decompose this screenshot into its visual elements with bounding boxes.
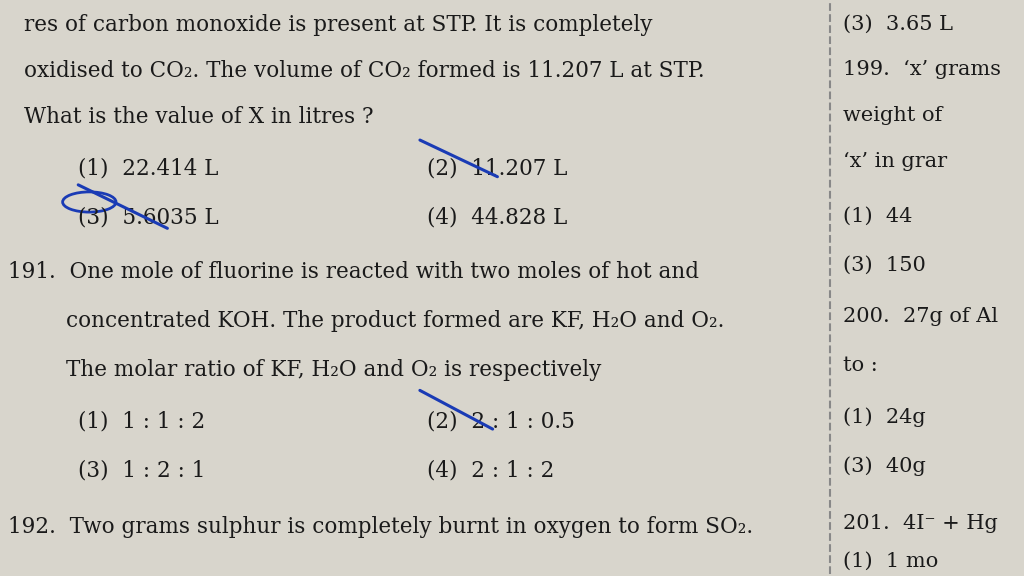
Text: 201.  4I⁻ + Hg: 201. 4I⁻ + Hg <box>843 514 997 533</box>
Text: (2)  2 : 1 : 0.5: (2) 2 : 1 : 0.5 <box>427 410 575 433</box>
Text: oxidised to CO₂. The volume of CO₂ formed is 11.207 L at STP.: oxidised to CO₂. The volume of CO₂ forme… <box>25 60 705 82</box>
Text: (1)  1 : 1 : 2: (1) 1 : 1 : 2 <box>78 410 205 433</box>
Text: concentrated KOH. The product formed are KF, H₂O and O₂.: concentrated KOH. The product formed are… <box>66 310 724 332</box>
Text: (1)  1 mo: (1) 1 mo <box>843 552 938 571</box>
Text: (1)  22.414 L: (1) 22.414 L <box>78 158 218 180</box>
Text: weight of: weight of <box>843 106 942 125</box>
Text: ‘x’ in grar: ‘x’ in grar <box>843 152 947 171</box>
Text: (4)  2 : 1 : 2: (4) 2 : 1 : 2 <box>427 459 555 481</box>
Text: (4)  44.828 L: (4) 44.828 L <box>427 207 567 229</box>
Text: 191.  One mole of fluorine is reacted with two moles of hot and: 191. One mole of fluorine is reacted wit… <box>8 261 698 283</box>
Text: (3)  5.6035 L: (3) 5.6035 L <box>78 207 218 229</box>
Text: to :: to : <box>843 356 878 375</box>
Text: What is the value of X in litres ?: What is the value of X in litres ? <box>25 106 374 128</box>
Text: 199.  ‘x’ grams: 199. ‘x’ grams <box>843 60 1000 79</box>
Text: The molar ratio of KF, H₂O and O₂ is respectively: The molar ratio of KF, H₂O and O₂ is res… <box>66 359 601 381</box>
Text: res of carbon monoxide is present at STP. It is completely: res of carbon monoxide is present at STP… <box>25 14 652 36</box>
Text: 200.  27g of Al: 200. 27g of Al <box>843 307 997 326</box>
Text: (3)  150: (3) 150 <box>843 255 926 274</box>
Text: (3)  40g: (3) 40g <box>843 456 926 476</box>
Text: (2)  11.207 L: (2) 11.207 L <box>427 158 567 180</box>
Text: (1)  24g: (1) 24g <box>843 407 926 427</box>
Text: (1)  44: (1) 44 <box>843 207 912 226</box>
Text: (3)  1 : 2 : 1: (3) 1 : 2 : 1 <box>78 459 205 481</box>
Text: (3)  3.65 L: (3) 3.65 L <box>843 14 952 33</box>
Text: 192.  Two grams sulphur is completely burnt in oxygen to form SO₂.: 192. Two grams sulphur is completely bur… <box>8 517 753 539</box>
